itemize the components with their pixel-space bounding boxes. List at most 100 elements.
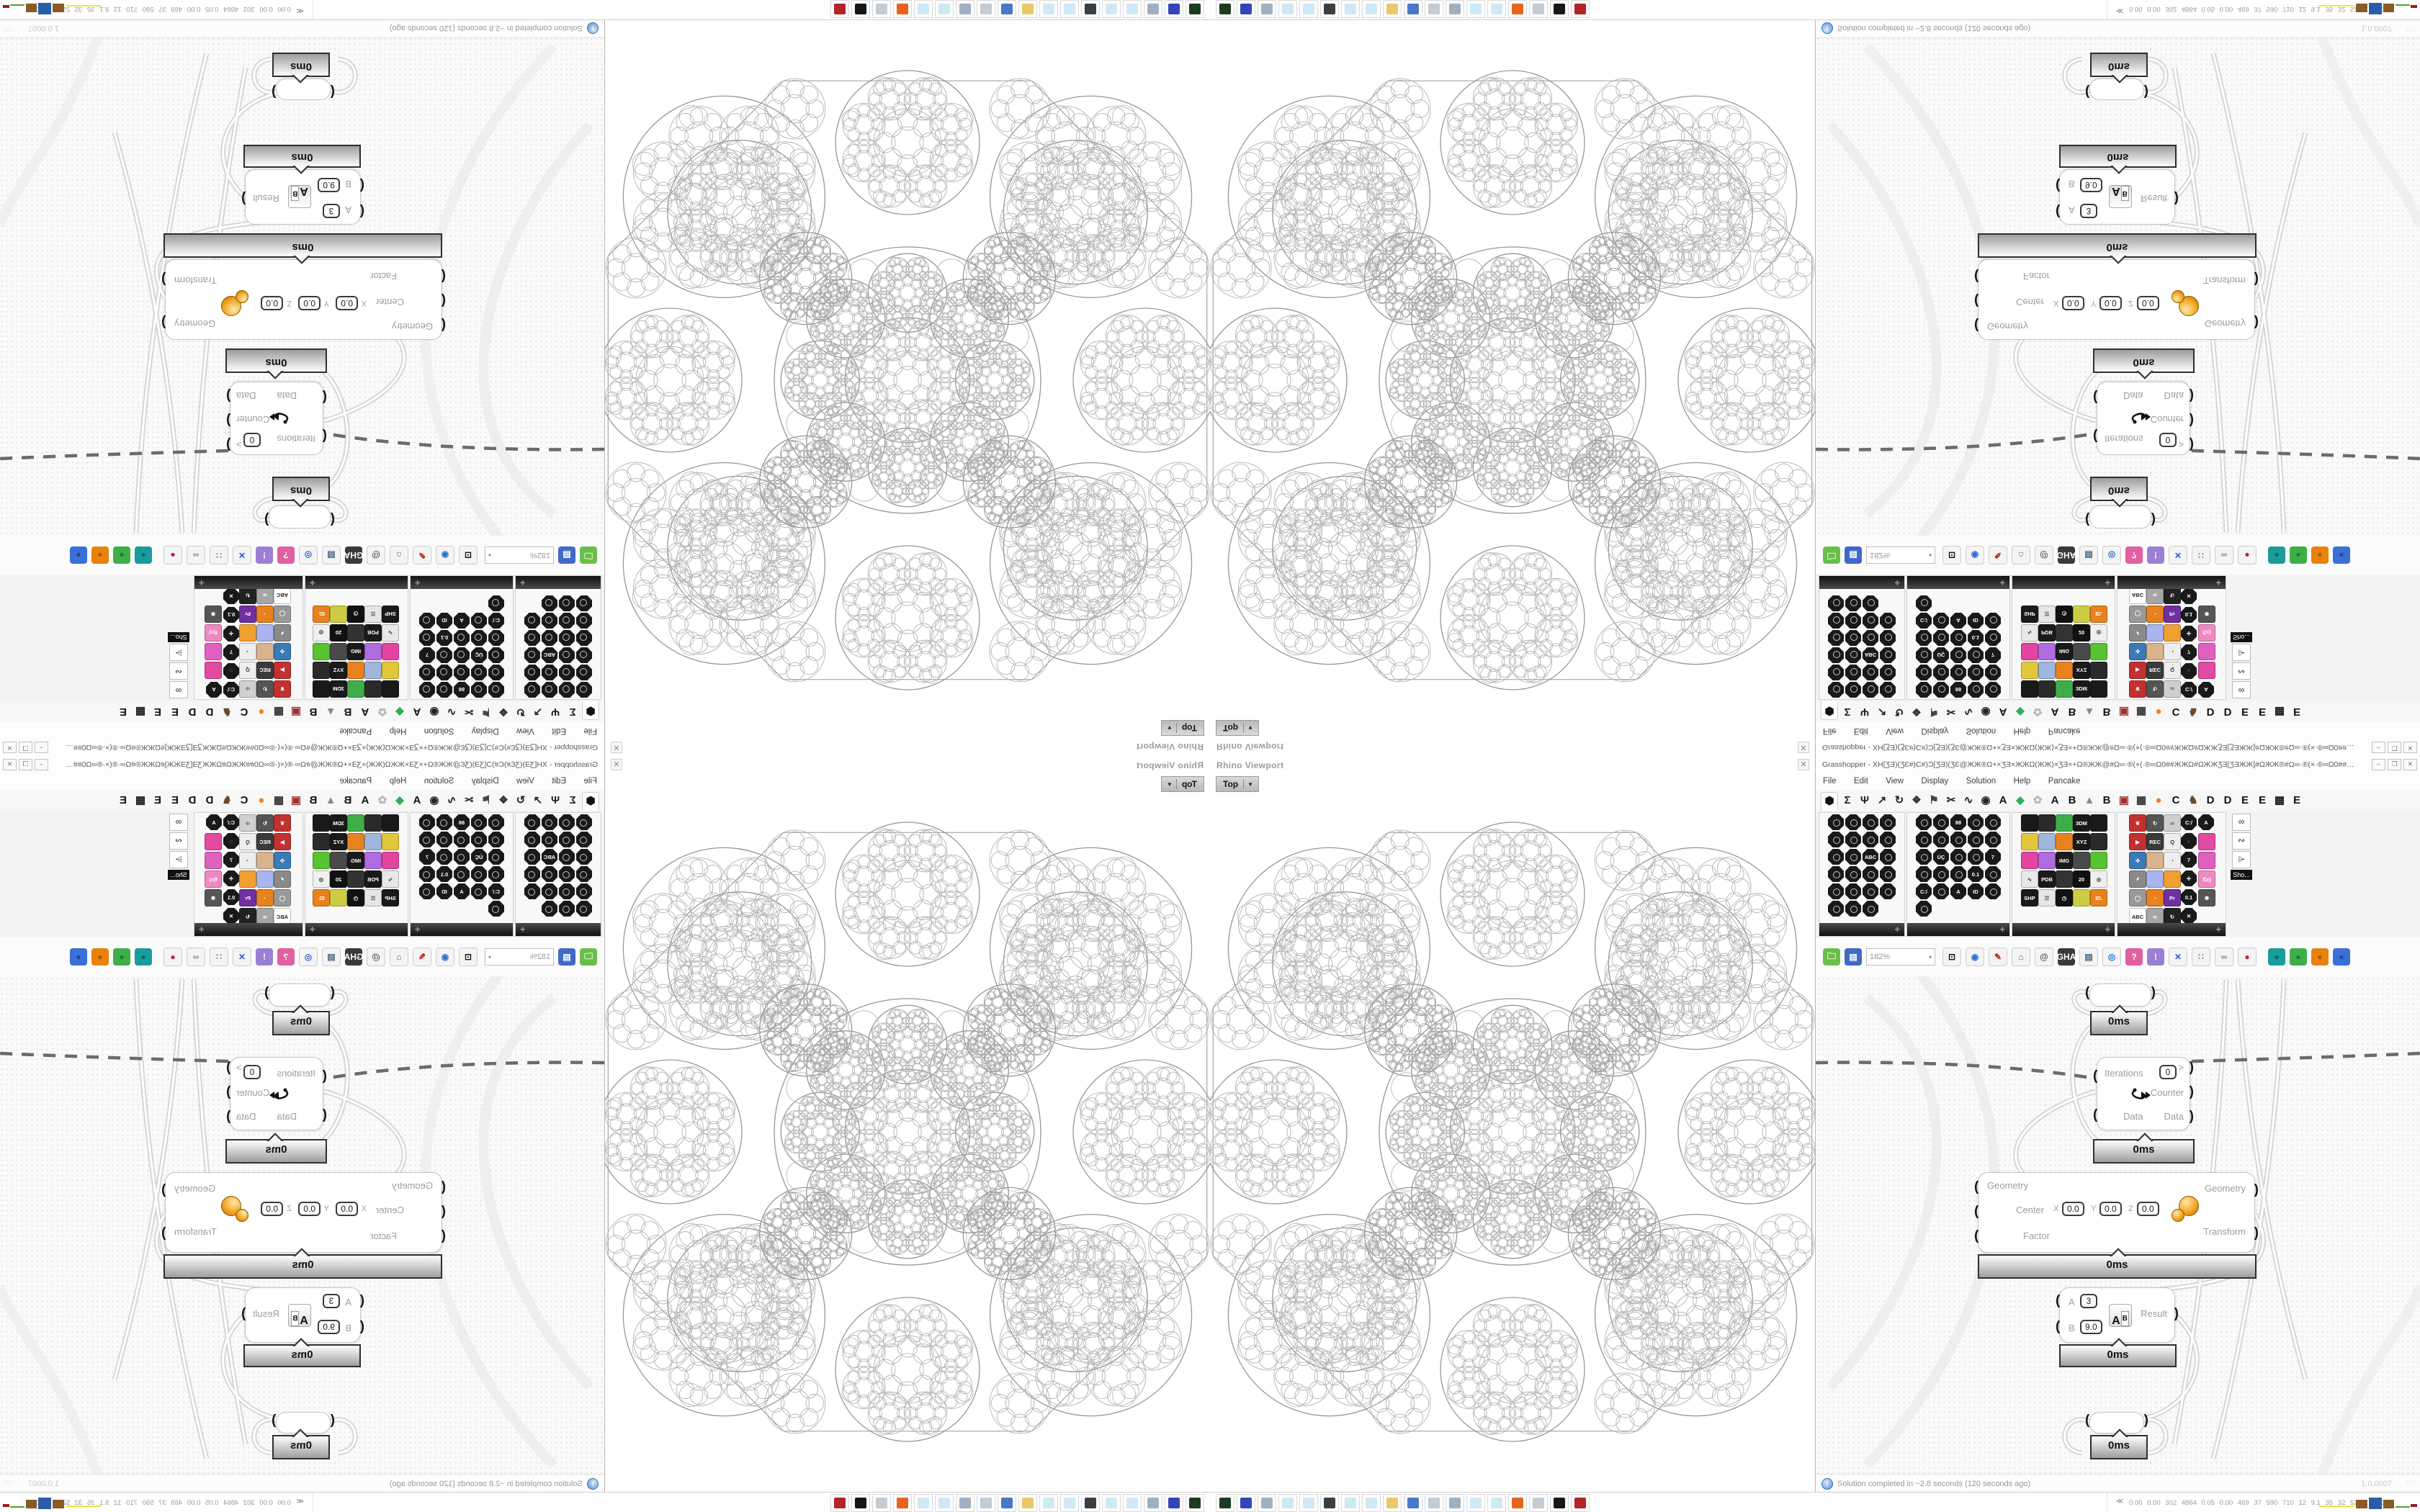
component-icon[interactable]: ✛ bbox=[2181, 870, 2197, 886]
toolbar-icon-14[interactable]: ∞ bbox=[187, 948, 205, 966]
category-tab-6[interactable]: ⚑ bbox=[1929, 706, 1939, 718]
component-icon[interactable]: ▶ bbox=[274, 662, 291, 679]
toolbar-icon-19[interactable]: ● bbox=[2311, 948, 2329, 966]
axis-z-value[interactable]: 0.0 bbox=[261, 296, 283, 310]
component-icon[interactable] bbox=[313, 662, 330, 679]
taskbar-app-icon-7[interactable] bbox=[1362, 0, 1381, 18]
component-icon[interactable] bbox=[2164, 624, 2181, 642]
taskbar-app-icon-13[interactable] bbox=[1487, 0, 1506, 18]
input-grip[interactable]: ( bbox=[322, 428, 327, 444]
component-icon[interactable] bbox=[2056, 870, 2073, 888]
component-icon[interactable]: SHP bbox=[382, 606, 399, 623]
taskbar-app-icon-6[interactable] bbox=[1341, 1494, 1360, 1512]
component-icon[interactable]: ∿ bbox=[382, 624, 399, 642]
a-value[interactable]: 3 bbox=[323, 204, 340, 218]
category-tab-10[interactable]: A bbox=[413, 706, 421, 718]
output-grip[interactable]: ) bbox=[2189, 388, 2194, 403]
input-grip[interactable]: ( bbox=[2056, 1293, 2061, 1308]
component-icon[interactable]: ABC bbox=[2129, 908, 2146, 925]
category-tab-3[interactable]: ↗ bbox=[533, 706, 543, 718]
component-icon[interactable]: ◷ bbox=[2056, 889, 2073, 906]
toolbar-icon-9[interactable]: ◎ bbox=[299, 546, 318, 564]
close-icon[interactable]: ✕ bbox=[1798, 759, 1809, 770]
menu-edit[interactable]: Edit bbox=[1853, 777, 1868, 786]
component-icon[interactable]: ✛ bbox=[223, 870, 239, 886]
input-grip[interactable]: ( bbox=[2056, 1319, 2061, 1334]
category-tab-4[interactable]: ↻ bbox=[516, 794, 526, 806]
component-icon[interactable]: SHP bbox=[2021, 606, 2038, 623]
input-grip[interactable]: ( bbox=[441, 1204, 446, 1219]
component-icon[interactable]: A bbox=[454, 883, 470, 899]
component-icon[interactable]: C:/ bbox=[223, 682, 239, 698]
component-icon[interactable] bbox=[542, 665, 557, 680]
component-icon[interactable] bbox=[436, 647, 452, 663]
component-icon[interactable] bbox=[419, 832, 435, 847]
toolbar-icon-15[interactable]: ● bbox=[163, 546, 182, 564]
component-icon[interactable]: XYZ bbox=[330, 833, 347, 850]
component-icon[interactable] bbox=[559, 883, 575, 899]
menu-display[interactable]: Display bbox=[1921, 726, 1949, 735]
tray-chevron-icon[interactable]: ≪ bbox=[2116, 6, 2124, 14]
input-grip[interactable]: ( bbox=[330, 985, 335, 1000]
component-icon[interactable]: ❦ bbox=[2129, 814, 2146, 832]
category-tab-13[interactable]: A bbox=[2051, 794, 2059, 806]
taskbar-app-icon-3[interactable] bbox=[1123, 0, 1142, 18]
taskbar-app-icon-5[interactable] bbox=[1081, 1494, 1100, 1512]
component-icon[interactable] bbox=[364, 833, 382, 850]
component-icon[interactable]: ABC bbox=[274, 587, 291, 604]
component-icon[interactable]: C:/ bbox=[2181, 814, 2197, 830]
component-icon[interactable]: ⸙ bbox=[274, 870, 291, 888]
component-icon[interactable] bbox=[239, 624, 256, 642]
hoopsnake-component[interactable]: ( ( ) ) ) Iterations 0 > Counter Dat bbox=[2093, 1057, 2194, 1130]
component-icon[interactable] bbox=[1828, 814, 1844, 830]
component-icon[interactable] bbox=[256, 870, 274, 888]
close-button[interactable]: ✕ bbox=[3, 759, 17, 770]
category-tab-5[interactable]: ❖ bbox=[498, 706, 508, 718]
input-grip[interactable]: ( bbox=[1974, 1204, 1979, 1219]
toolbar-icon-3[interactable]: ◉ bbox=[1966, 948, 1984, 966]
toolbar-icon-13[interactable]: ∷ bbox=[210, 546, 228, 564]
category-tab-18[interactable]: ▦ bbox=[273, 794, 284, 806]
input-grip[interactable]: ( bbox=[2085, 84, 2090, 99]
component-icon[interactable] bbox=[1845, 832, 1861, 847]
category-tab-4[interactable]: ↻ bbox=[1894, 706, 1904, 718]
tray-chevron-icon[interactable]: ≪ bbox=[2116, 1498, 2124, 1506]
component-icon[interactable] bbox=[471, 866, 487, 882]
goggles-icon[interactable]: ∞ bbox=[169, 814, 188, 831]
toolbar-icon-9[interactable]: ◎ bbox=[299, 948, 318, 966]
category-tab-7[interactable]: ✂ bbox=[1946, 794, 1956, 806]
category-tab-7[interactable]: ✂ bbox=[464, 794, 474, 806]
maximize-button[interactable]: ❒ bbox=[2388, 742, 2401, 753]
minimize-button[interactable]: – bbox=[35, 759, 48, 770]
category-tab-10[interactable]: A bbox=[413, 794, 421, 806]
toolbar-icon-0[interactable]: 🗀 bbox=[1823, 948, 1840, 966]
component-icon[interactable] bbox=[2164, 870, 2181, 888]
component-icon[interactable]: ÜÇ bbox=[1933, 849, 1949, 865]
component-icon[interactable]: XYZ bbox=[2073, 833, 2090, 850]
component-icon[interactable]: ◔ bbox=[2164, 852, 2181, 869]
component-icon[interactable] bbox=[488, 866, 504, 882]
goggles-icon[interactable]: ⌲ bbox=[169, 851, 188, 868]
component-icon[interactable] bbox=[2073, 852, 2090, 869]
palette-group-label[interactable]: ✛ bbox=[411, 923, 513, 936]
component-icon[interactable] bbox=[1933, 832, 1949, 847]
component-icon[interactable] bbox=[2090, 680, 2107, 698]
minimize-button[interactable]: – bbox=[35, 742, 48, 753]
component-icon[interactable] bbox=[1828, 665, 1844, 680]
category-tab-19[interactable]: ● bbox=[258, 794, 265, 806]
taskbar-app-icon-3[interactable] bbox=[1278, 1494, 1297, 1512]
component-icon[interactable]: ✣ bbox=[274, 643, 291, 660]
component-icon[interactable] bbox=[1845, 630, 1861, 646]
category-tab-0[interactable]: ⬢ bbox=[1821, 792, 1838, 811]
component-icon[interactable]: ↻ bbox=[2164, 587, 2181, 604]
output-grip[interactable]: ) bbox=[2174, 191, 2179, 206]
component-icon[interactable] bbox=[1985, 613, 2001, 629]
category-tab-22[interactable]: D bbox=[205, 706, 214, 718]
component-icon[interactable]: ➩ bbox=[256, 587, 274, 604]
minimize-button[interactable]: – bbox=[2372, 742, 2385, 753]
iterations-value[interactable]: 0 bbox=[2159, 433, 2177, 447]
taskbar-app-icon-8[interactable] bbox=[1018, 1494, 1037, 1512]
viewport-view-dropdown[interactable]: Top ▼ bbox=[1216, 720, 1260, 736]
component-icon[interactable] bbox=[1985, 866, 2001, 882]
